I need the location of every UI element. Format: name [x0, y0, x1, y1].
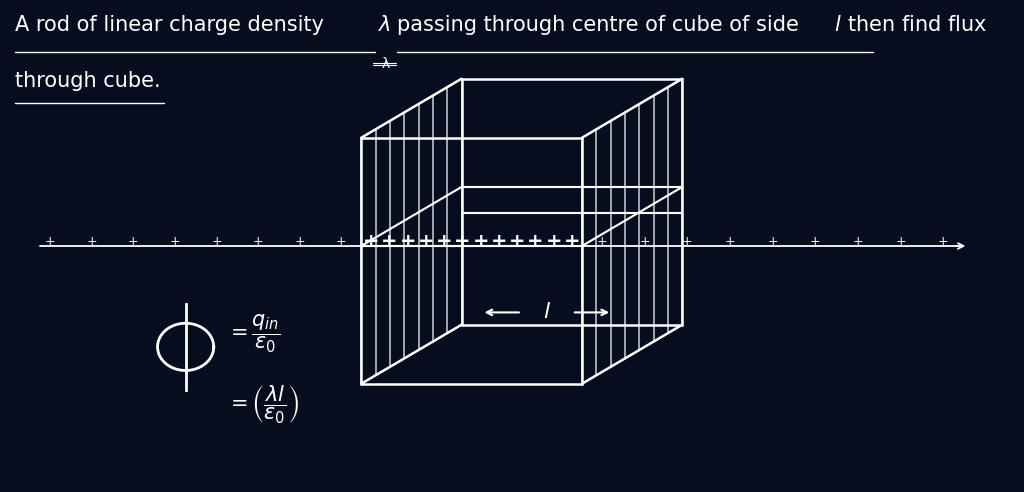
Text: +: +	[810, 235, 820, 247]
Text: +: +	[509, 232, 525, 250]
Text: +: +	[563, 232, 581, 250]
Text: +: +	[211, 235, 222, 247]
Text: +: +	[472, 232, 488, 250]
Text: +: +	[527, 232, 544, 250]
Text: +: +	[725, 235, 735, 247]
Text: +: +	[597, 235, 607, 247]
Text: +: +	[381, 232, 397, 250]
Text: +: +	[336, 235, 346, 247]
Text: +: +	[399, 232, 416, 250]
Text: $l$ then find flux: $l$ then find flux	[827, 15, 987, 35]
Text: +: +	[86, 235, 97, 247]
Text: +: +	[45, 235, 55, 247]
Text: +: +	[362, 232, 380, 250]
Text: +: +	[546, 232, 562, 250]
Text: λ: λ	[381, 57, 389, 70]
Text: +: +	[938, 235, 948, 247]
Text: A rod of linear charge density: A rod of linear charge density	[15, 15, 324, 35]
Text: λ: λ	[379, 15, 391, 35]
Text: $l$: $l$	[543, 303, 551, 322]
Text: +: +	[682, 235, 692, 247]
Text: +: +	[418, 232, 434, 250]
Text: +: +	[639, 235, 650, 247]
Text: +: +	[895, 235, 906, 247]
Text: through cube.: through cube.	[15, 71, 161, 92]
Text: +: +	[455, 232, 471, 250]
Text: +: +	[436, 232, 453, 250]
Text: $= \dfrac{q_{in}}{\varepsilon_0}$: $= \dfrac{q_{in}}{\varepsilon_0}$	[225, 312, 281, 355]
Text: +: +	[294, 235, 305, 247]
Text: +: +	[853, 235, 863, 247]
Text: +: +	[128, 235, 138, 247]
Text: +: +	[767, 235, 778, 247]
Text: +: +	[490, 232, 507, 250]
Text: +: +	[253, 235, 263, 247]
Text: +: +	[170, 235, 180, 247]
Text: $= \left(\dfrac{\lambda l}{\varepsilon_0}\right)$: $= \left(\dfrac{\lambda l}{\varepsilon_0…	[225, 384, 299, 426]
Text: passing through centre of cube of side: passing through centre of cube of side	[397, 15, 799, 35]
